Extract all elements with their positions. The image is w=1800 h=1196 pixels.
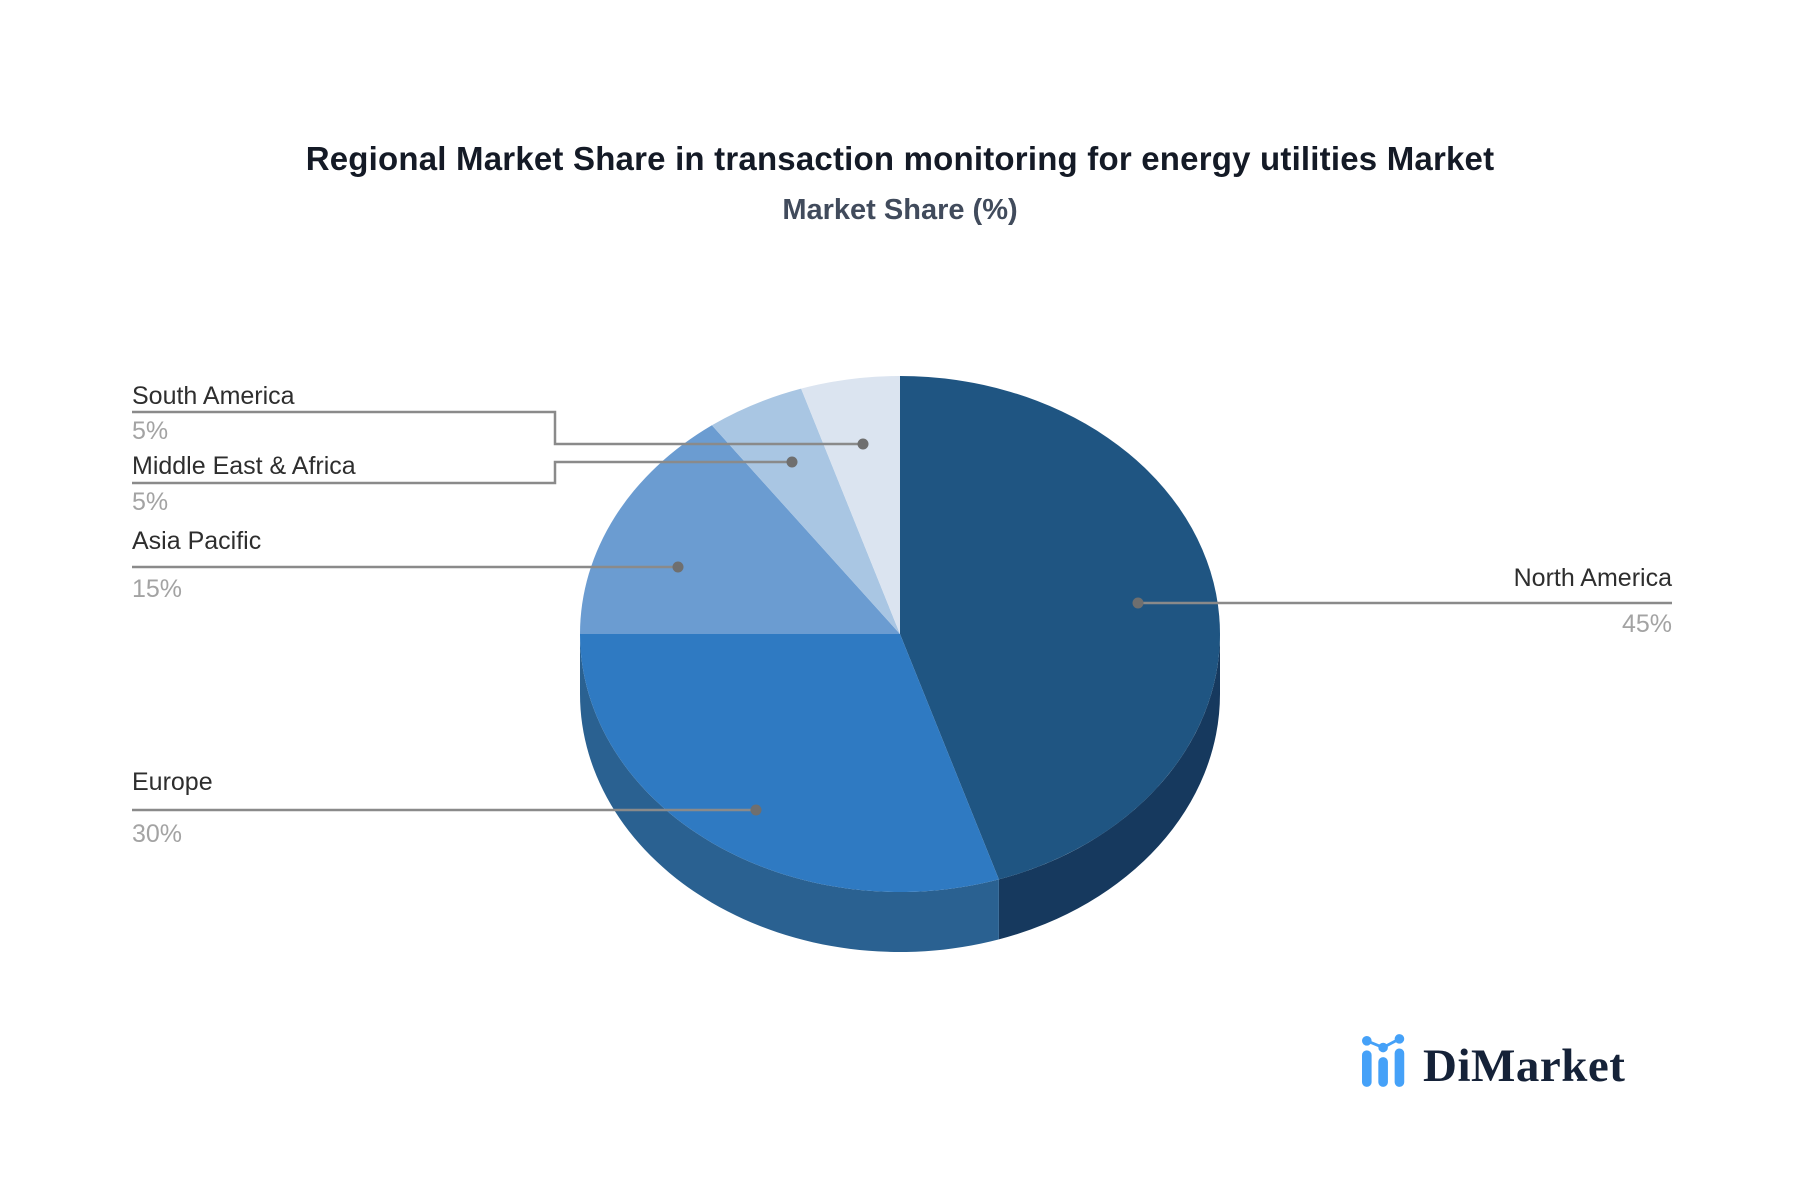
slice-middle-east-africa	[711, 388, 900, 634]
slice-side-north-america	[998, 634, 1220, 940]
label-north-america: North America	[1513, 564, 1672, 592]
value-asia-pacific: 15%	[132, 575, 183, 603]
leader-line-south-america	[132, 410, 863, 446]
label-middle-east-africa: Middle East & Africa	[132, 452, 356, 480]
value-north-america: 45%	[1621, 610, 1672, 638]
value-south-america: 5%	[132, 417, 169, 445]
leader-dot-middle-east-africa	[786, 456, 798, 468]
leader-dot-europe	[750, 804, 762, 816]
value-middle-east-africa: 5%	[132, 488, 169, 516]
value-europe: 30%	[132, 820, 183, 848]
brand-name: DiMarket	[1423, 1039, 1626, 1092]
slice-europe	[580, 634, 999, 892]
chart-subtitle: Market Share (%)	[782, 194, 1018, 226]
slice-south-america	[801, 376, 900, 634]
leader-dot-south-america	[857, 438, 869, 450]
brand-logo: DiMarket	[1362, 1032, 1626, 1092]
label-europe: Europe	[132, 768, 213, 796]
bar-chart-logo-icon	[1362, 1034, 1405, 1087]
leader-dot-asia-pacific	[672, 561, 684, 573]
leader-line-middle-east-africa	[132, 460, 792, 485]
label-asia-pacific: Asia Pacific	[132, 527, 262, 555]
slice-asia-pacific	[580, 425, 900, 634]
label-south-america: South America	[132, 382, 295, 410]
chart-title: Regional Market Share in transaction mon…	[305, 140, 1495, 177]
slice-north-america	[900, 376, 1221, 880]
slice-side-europe	[580, 634, 999, 952]
leader-dot-north-america	[1132, 597, 1144, 609]
